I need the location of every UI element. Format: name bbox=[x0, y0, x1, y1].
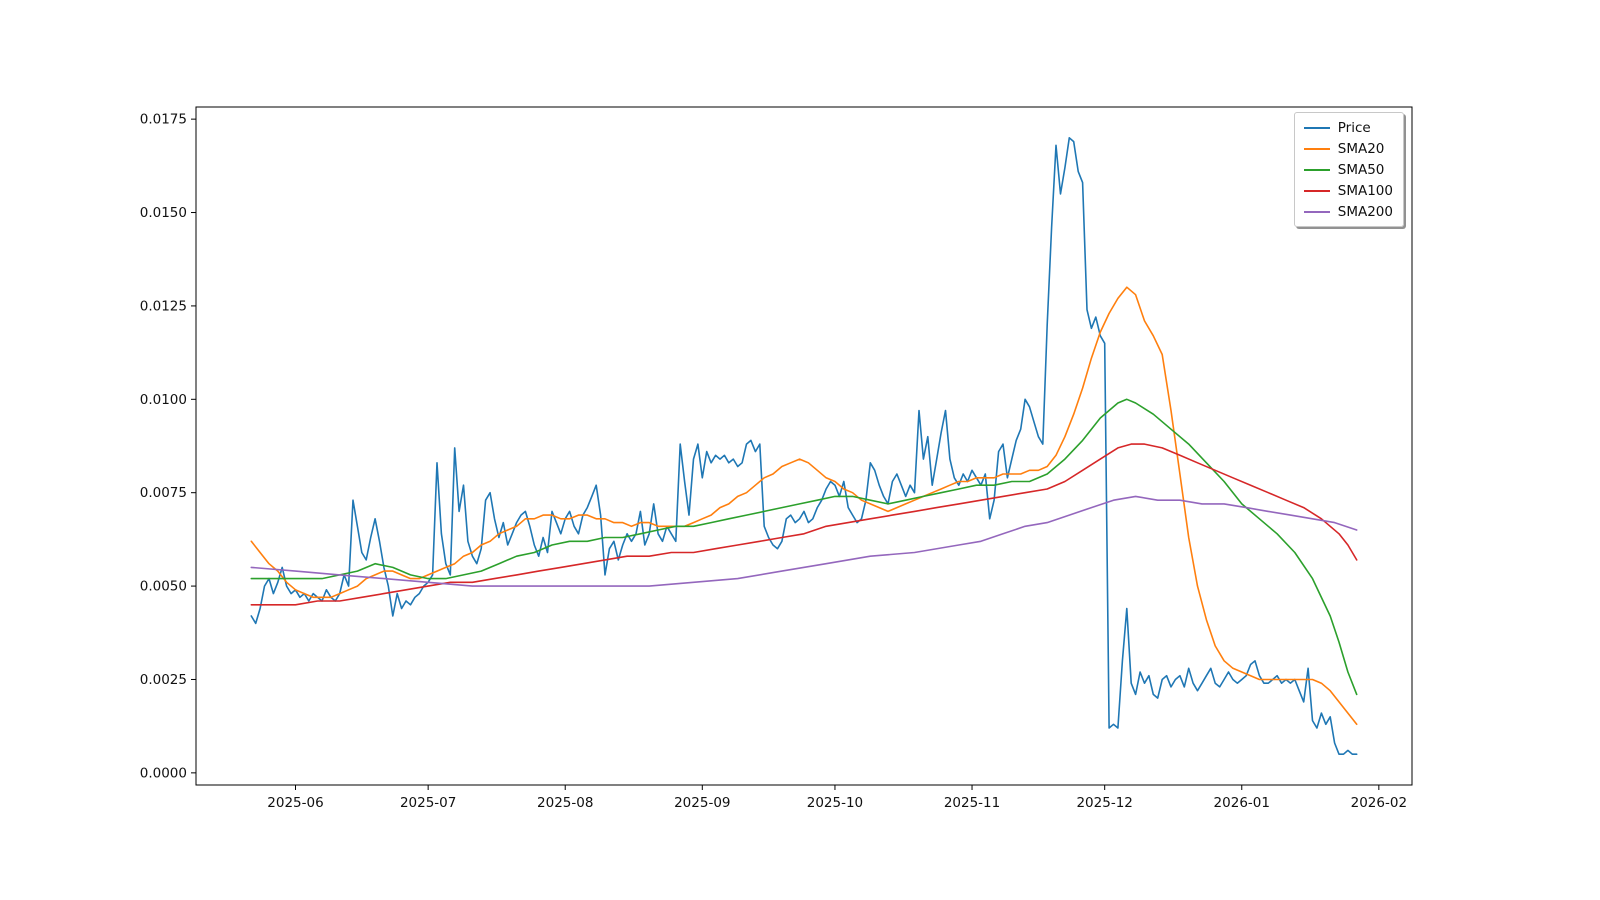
legend-label-sma50: SMA50 bbox=[1337, 161, 1385, 178]
legend-item-sma200: SMA200 bbox=[1303, 203, 1393, 220]
series-line-sma20 bbox=[250, 286, 1358, 726]
series-line-sma200 bbox=[250, 495, 1358, 587]
y-tick-label: 0.0000 bbox=[140, 765, 187, 781]
y-tick-label: 0.0075 bbox=[140, 485, 187, 501]
legend-label-sma100: SMA100 bbox=[1337, 182, 1393, 199]
x-tick-label: 2025-11 bbox=[944, 795, 1000, 811]
y-tick-label: 0.0100 bbox=[140, 392, 187, 408]
x-tick-label: 2026-02 bbox=[1351, 795, 1407, 811]
series-line-price bbox=[250, 137, 1358, 756]
y-tick-label: 0.0150 bbox=[140, 205, 187, 221]
legend-label-price: Price bbox=[1337, 119, 1371, 136]
plot-area bbox=[195, 106, 1413, 786]
sma100-line-icon bbox=[1303, 189, 1330, 192]
x-tick-label: 2026-01 bbox=[1214, 795, 1270, 811]
x-tick-label: 2025-07 bbox=[400, 795, 456, 811]
legend-item-sma100: SMA100 bbox=[1303, 182, 1393, 199]
legend-item-price: Price bbox=[1303, 119, 1393, 136]
y-tick-label: 0.0125 bbox=[140, 298, 187, 314]
x-tick-label: 2025-12 bbox=[1076, 795, 1132, 811]
sma50-line-icon bbox=[1303, 168, 1330, 171]
x-tick-label: 2025-06 bbox=[267, 795, 323, 811]
sma20-line-icon bbox=[1303, 147, 1330, 150]
x-tick-label: 2025-09 bbox=[674, 795, 730, 811]
x-tick-label: 2025-08 bbox=[537, 795, 593, 811]
legend-label-sma200: SMA200 bbox=[1337, 203, 1393, 220]
x-tick-label: 2025-10 bbox=[807, 795, 863, 811]
legend: Price SMA20 SMA50 SMA100 SMA200 bbox=[1293, 112, 1404, 227]
y-tick-label: 0.0175 bbox=[140, 112, 187, 128]
y-tick-label: 0.0025 bbox=[140, 672, 187, 688]
legend-item-sma20: SMA20 bbox=[1303, 140, 1393, 157]
price-line-icon bbox=[1303, 126, 1330, 129]
series-line-sma50 bbox=[250, 398, 1358, 696]
y-tick-label: 0.0050 bbox=[140, 579, 187, 595]
legend-item-sma50: SMA50 bbox=[1303, 161, 1393, 178]
sma200-line-icon bbox=[1303, 210, 1330, 213]
series-line-sma100 bbox=[250, 443, 1358, 606]
legend-label-sma20: SMA20 bbox=[1337, 140, 1385, 157]
